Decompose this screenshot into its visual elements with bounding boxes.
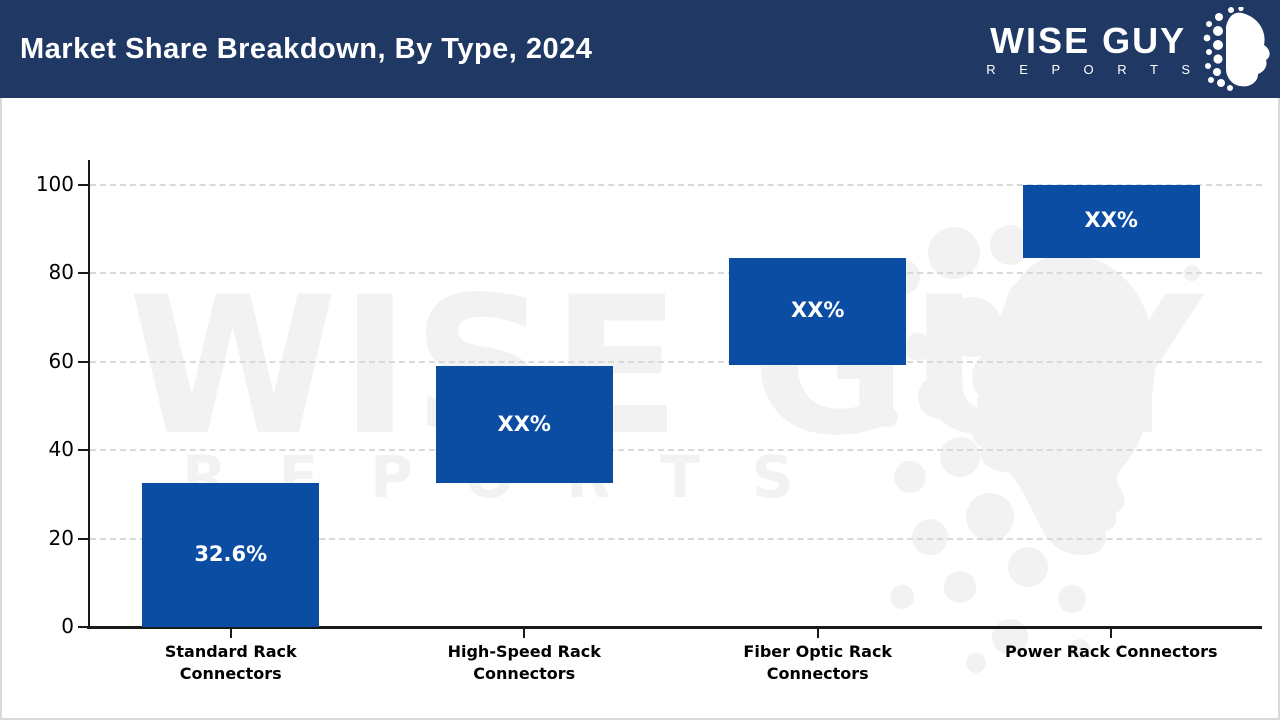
x-axis-tick — [229, 629, 232, 638]
y-axis-tick-label: 40 — [48, 437, 74, 462]
page-title: Market Share Breakdown, By Type, 2024 — [20, 32, 593, 65]
x-category-label: High-Speed Rack Connectors — [447, 642, 601, 683]
gridline-80 — [90, 272, 1262, 275]
y-axis-tick-label: 100 — [35, 172, 74, 196]
y-axis-tick — [78, 449, 88, 452]
bar-segment — [729, 257, 907, 365]
y-axis-tick — [78, 360, 88, 363]
logo-subtext: R E P O R T S — [986, 61, 1200, 77]
bar-segment — [142, 482, 320, 627]
x-category-label: Power Rack Connectors — [1004, 642, 1218, 661]
logo-wordmark: WISE GUY — [990, 19, 1187, 61]
y-axis-tick — [78, 184, 88, 186]
page-border-bottom — [0, 718, 1280, 720]
page-border-left — [0, 98, 2, 720]
bar-segment — [1022, 185, 1200, 258]
y-axis-tick — [78, 537, 88, 540]
gridline-100 — [90, 184, 1262, 186]
gridline-40 — [90, 449, 1262, 452]
y-axis-tick — [78, 626, 88, 628]
x-category-label: Fiber Optic Rack Connectors — [743, 642, 893, 683]
bar-value-label: XX% — [1084, 208, 1138, 233]
header: Market Share Breakdown, By Type, 2024 WI… — [0, 0, 1280, 98]
bar-value-label: XX% — [497, 411, 551, 436]
wise-guy-reports-logo: WISE GUY R E P O R T S — [976, 7, 1274, 91]
y-axis-tick-label: 60 — [48, 348, 74, 373]
y-axis-tick-label: 80 — [48, 260, 74, 285]
bar-value-label: 32.6% — [194, 541, 268, 566]
y-axis-line — [88, 160, 90, 629]
logo-text: WISE GUY R E P O R T S — [976, 19, 1200, 77]
x-axis-tick — [1110, 629, 1113, 638]
bar-segment — [435, 366, 613, 483]
bar-value-label: XX% — [791, 298, 845, 323]
gridline-60 — [90, 360, 1262, 363]
x-axis-tick — [816, 629, 819, 638]
logo-face-profile-icon — [1203, 7, 1270, 91]
page-border-right — [1278, 98, 1280, 720]
y-axis-tick-label: 0 — [61, 614, 74, 638]
gridline-20 — [90, 537, 1262, 540]
y-axis-tick-label: 20 — [48, 525, 74, 550]
y-axis-tick — [78, 272, 88, 275]
x-category-label: Standard Rack Connectors — [164, 642, 297, 683]
x-axis-line — [87, 626, 1262, 629]
x-axis-tick — [523, 629, 526, 638]
